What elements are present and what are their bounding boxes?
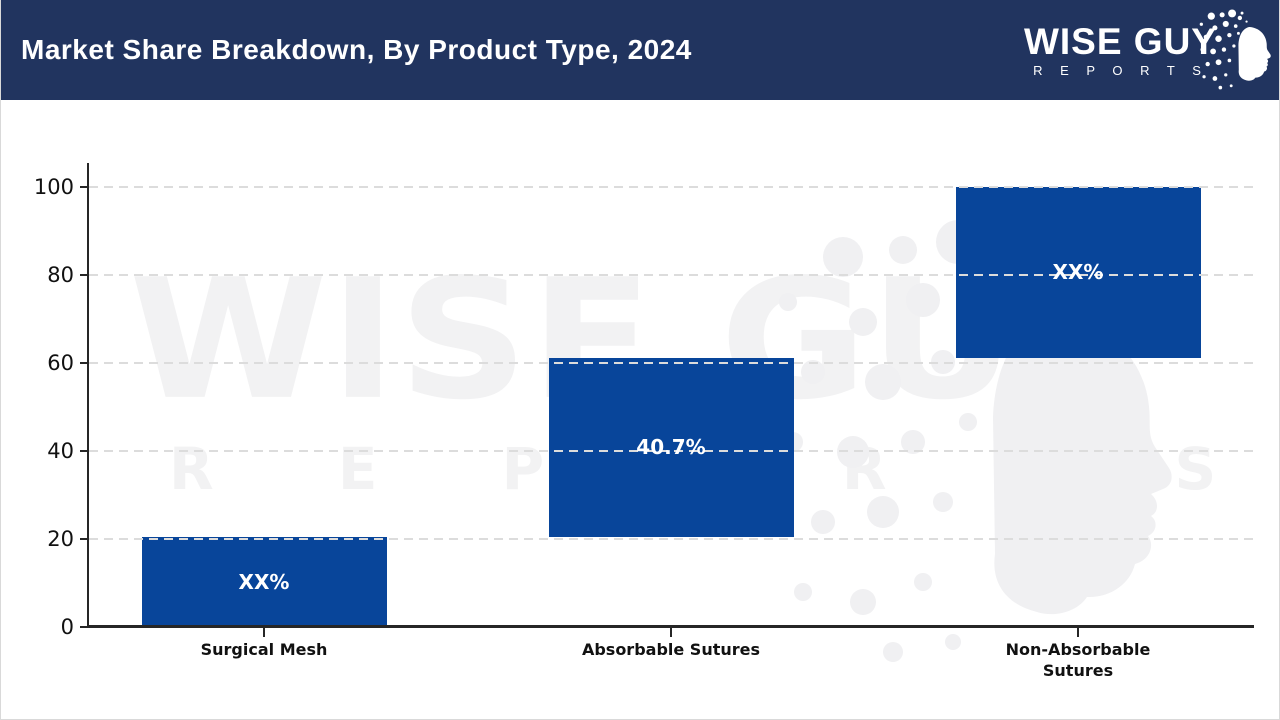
- y-tick-label-100: 100: [33, 175, 74, 199]
- head-profile-icon: [1199, 8, 1271, 89]
- x-axis-line: [87, 625, 1254, 628]
- y-tick-60: [80, 362, 88, 364]
- bar-segment: [548, 357, 794, 537]
- x-tick: [1077, 628, 1079, 637]
- bar-segment: [141, 536, 387, 627]
- y-tick-label-80: 80: [47, 263, 74, 287]
- brand-name: WISE GUY: [1023, 20, 1217, 62]
- bar-value-label: XX%: [238, 569, 290, 594]
- page-title: Market Share Breakdown, By Product Type,…: [21, 34, 692, 65]
- x-category-label: Surgical Mesh: [200, 640, 328, 659]
- header: Market Share Breakdown, By Product Type,…: [1, 0, 1279, 100]
- bar-value-label: XX%: [1052, 260, 1104, 285]
- x-tick: [670, 628, 672, 637]
- y-tick-label-20: 20: [47, 527, 74, 551]
- gridline-60: [89, 362, 1254, 364]
- y-tick-label-0: 0: [60, 615, 74, 639]
- y-tick-20: [80, 538, 88, 540]
- x-category-label: Non-Absorbable Sutures: [1005, 640, 1151, 680]
- gridline-100: [89, 186, 1254, 188]
- x-tick: [263, 628, 265, 637]
- y-axis-line: [87, 163, 89, 627]
- brand-subtitle: R E P O R T S: [1033, 62, 1208, 78]
- y-tick-label-60: 60: [47, 351, 74, 375]
- gridline-20: [89, 538, 1254, 540]
- gridline-40: [89, 450, 1254, 452]
- x-category-label: Absorbable Sutures: [581, 640, 761, 659]
- y-tick-40: [80, 450, 88, 452]
- brand-logo-text: WISE GUY R E P O R T S: [1024, 23, 1217, 78]
- brand-logo: WISE GUY R E P O R T S: [1024, 0, 1271, 100]
- gridline-80: [89, 274, 1254, 276]
- bar-value-label: 40.7%: [636, 435, 706, 460]
- y-tick-label-40: 40: [47, 439, 74, 463]
- y-tick-100: [80, 186, 88, 188]
- y-tick-80: [80, 274, 88, 276]
- y-tick-0: [80, 626, 88, 628]
